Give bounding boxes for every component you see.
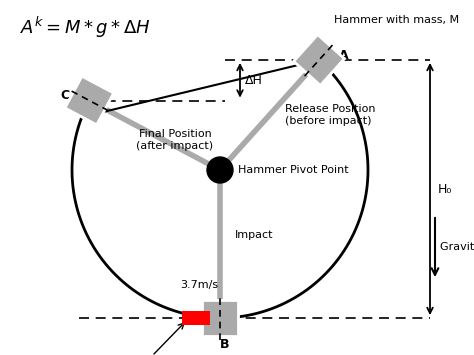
Text: A: A [339,49,349,61]
Text: H₀: H₀ [438,182,452,196]
Text: Gravity, g: Gravity, g [440,242,474,252]
Polygon shape [293,34,345,86]
Text: Impact: Impact [235,230,273,240]
Polygon shape [202,300,238,336]
Text: 3.7m/s: 3.7m/s [180,280,218,290]
Text: Hammer with mass, M: Hammer with mass, M [334,15,459,25]
Circle shape [207,157,233,183]
Text: C: C [60,89,69,102]
Text: B: B [220,338,230,351]
Text: Final Position
(after impact): Final Position (after impact) [137,129,214,151]
Text: Hammer Pivot Point: Hammer Pivot Point [238,165,348,175]
Text: Release Position
(before impact): Release Position (before impact) [285,104,375,126]
Text: ΔH: ΔH [245,74,263,87]
Text: $A^k = M * g * \Delta H$: $A^k = M * g * \Delta H$ [20,15,151,40]
FancyBboxPatch shape [182,311,210,325]
Polygon shape [65,76,114,125]
